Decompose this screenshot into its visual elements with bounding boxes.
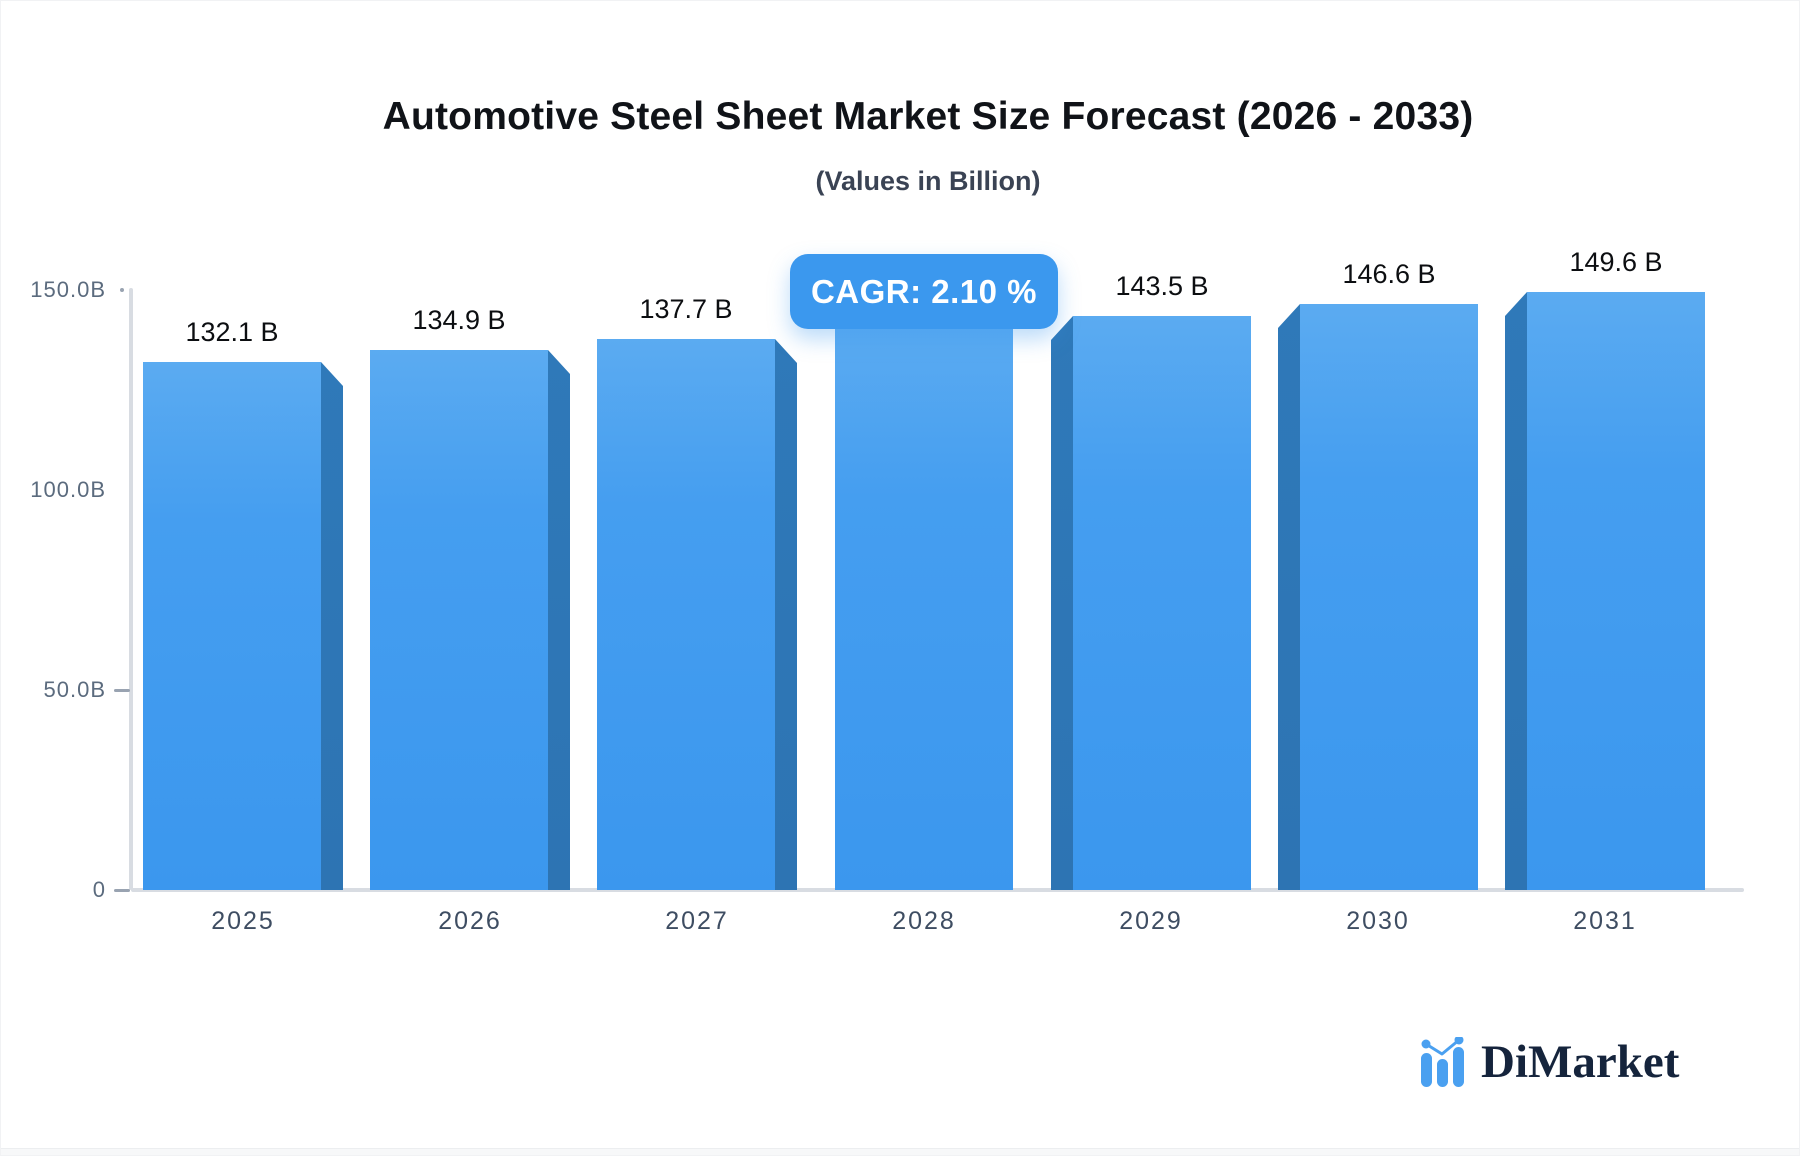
bar-front-face-2027	[597, 339, 775, 890]
bar-2027[interactable]	[597, 339, 797, 890]
y-tick-mark-50	[114, 689, 130, 692]
x-tick-label-2028: 2028	[892, 907, 956, 935]
bar-2030[interactable]	[1278, 304, 1478, 890]
y-tick-mark-150	[120, 288, 124, 292]
bottom-border	[1, 1148, 1799, 1155]
bar-side-face-2026	[548, 350, 570, 890]
cagr-badge-label: CAGR: 2.10 %	[810, 272, 1038, 310]
bar-side-face-2030	[1278, 304, 1300, 890]
x-axis-baseline	[131, 888, 1744, 892]
bar-value-label-2029: 143.5 B	[1115, 271, 1209, 301]
bar-value-label-2025: 132.1 B	[185, 317, 279, 347]
bar-2026[interactable]	[370, 350, 570, 890]
y-tick-label-0: 0	[92, 877, 106, 902]
bar-front-face-2028	[835, 328, 1013, 890]
cagr-badge: CAGR: 2.10 %	[790, 254, 1058, 329]
bar-side-face-2025	[321, 362, 343, 890]
bar-value-label-2027: 137.7 B	[639, 294, 733, 324]
logo-bars-icon	[1421, 1037, 1464, 1087]
bar-front-face-2026	[370, 350, 548, 890]
bar-2028[interactable]	[835, 328, 1013, 890]
bar-front-face-2029	[1073, 316, 1251, 890]
bar-value-label-2030: 146.6 B	[1342, 259, 1436, 289]
x-tick-label-2029: 2029	[1119, 907, 1183, 935]
y-tick-label-150: 150.0B	[30, 277, 106, 302]
x-tick-label-2026: 2026	[438, 907, 502, 935]
logo-text: DiMarket	[1481, 1036, 1680, 1088]
bar-value-label-2031: 149.6 B	[1569, 247, 1663, 277]
bar-side-face-2031	[1505, 292, 1527, 890]
x-tick-label-2027: 2027	[665, 907, 729, 935]
chart-title: Automotive Steel Sheet Market Size Forec…	[382, 95, 1474, 138]
y-tick-mark-0	[114, 889, 130, 892]
chart-subtitle: (Values in Billion)	[815, 166, 1041, 196]
x-tick-label-2030: 2030	[1346, 907, 1410, 935]
x-tick-label-2025: 2025	[211, 907, 275, 935]
bar-value-label-2026: 134.9 B	[412, 305, 506, 335]
dimarket-logo: DiMarket	[1421, 1037, 1679, 1087]
y-tick-label-50: 50.0B	[43, 677, 106, 702]
bar-front-face-2030	[1300, 304, 1478, 890]
bar-front-face-2031	[1527, 292, 1705, 890]
y-axis-line	[129, 288, 133, 890]
x-tick-label-2031: 2031	[1573, 907, 1637, 935]
bar-2031[interactable]	[1505, 292, 1705, 890]
bar-front-face-2025	[143, 362, 321, 890]
bar-side-face-2029	[1051, 316, 1073, 890]
y-tick-label-100: 100.0B	[30, 477, 106, 502]
bar-2025[interactable]	[143, 362, 343, 890]
bar-2029[interactable]	[1051, 316, 1251, 890]
bar-side-face-2027	[775, 339, 797, 890]
